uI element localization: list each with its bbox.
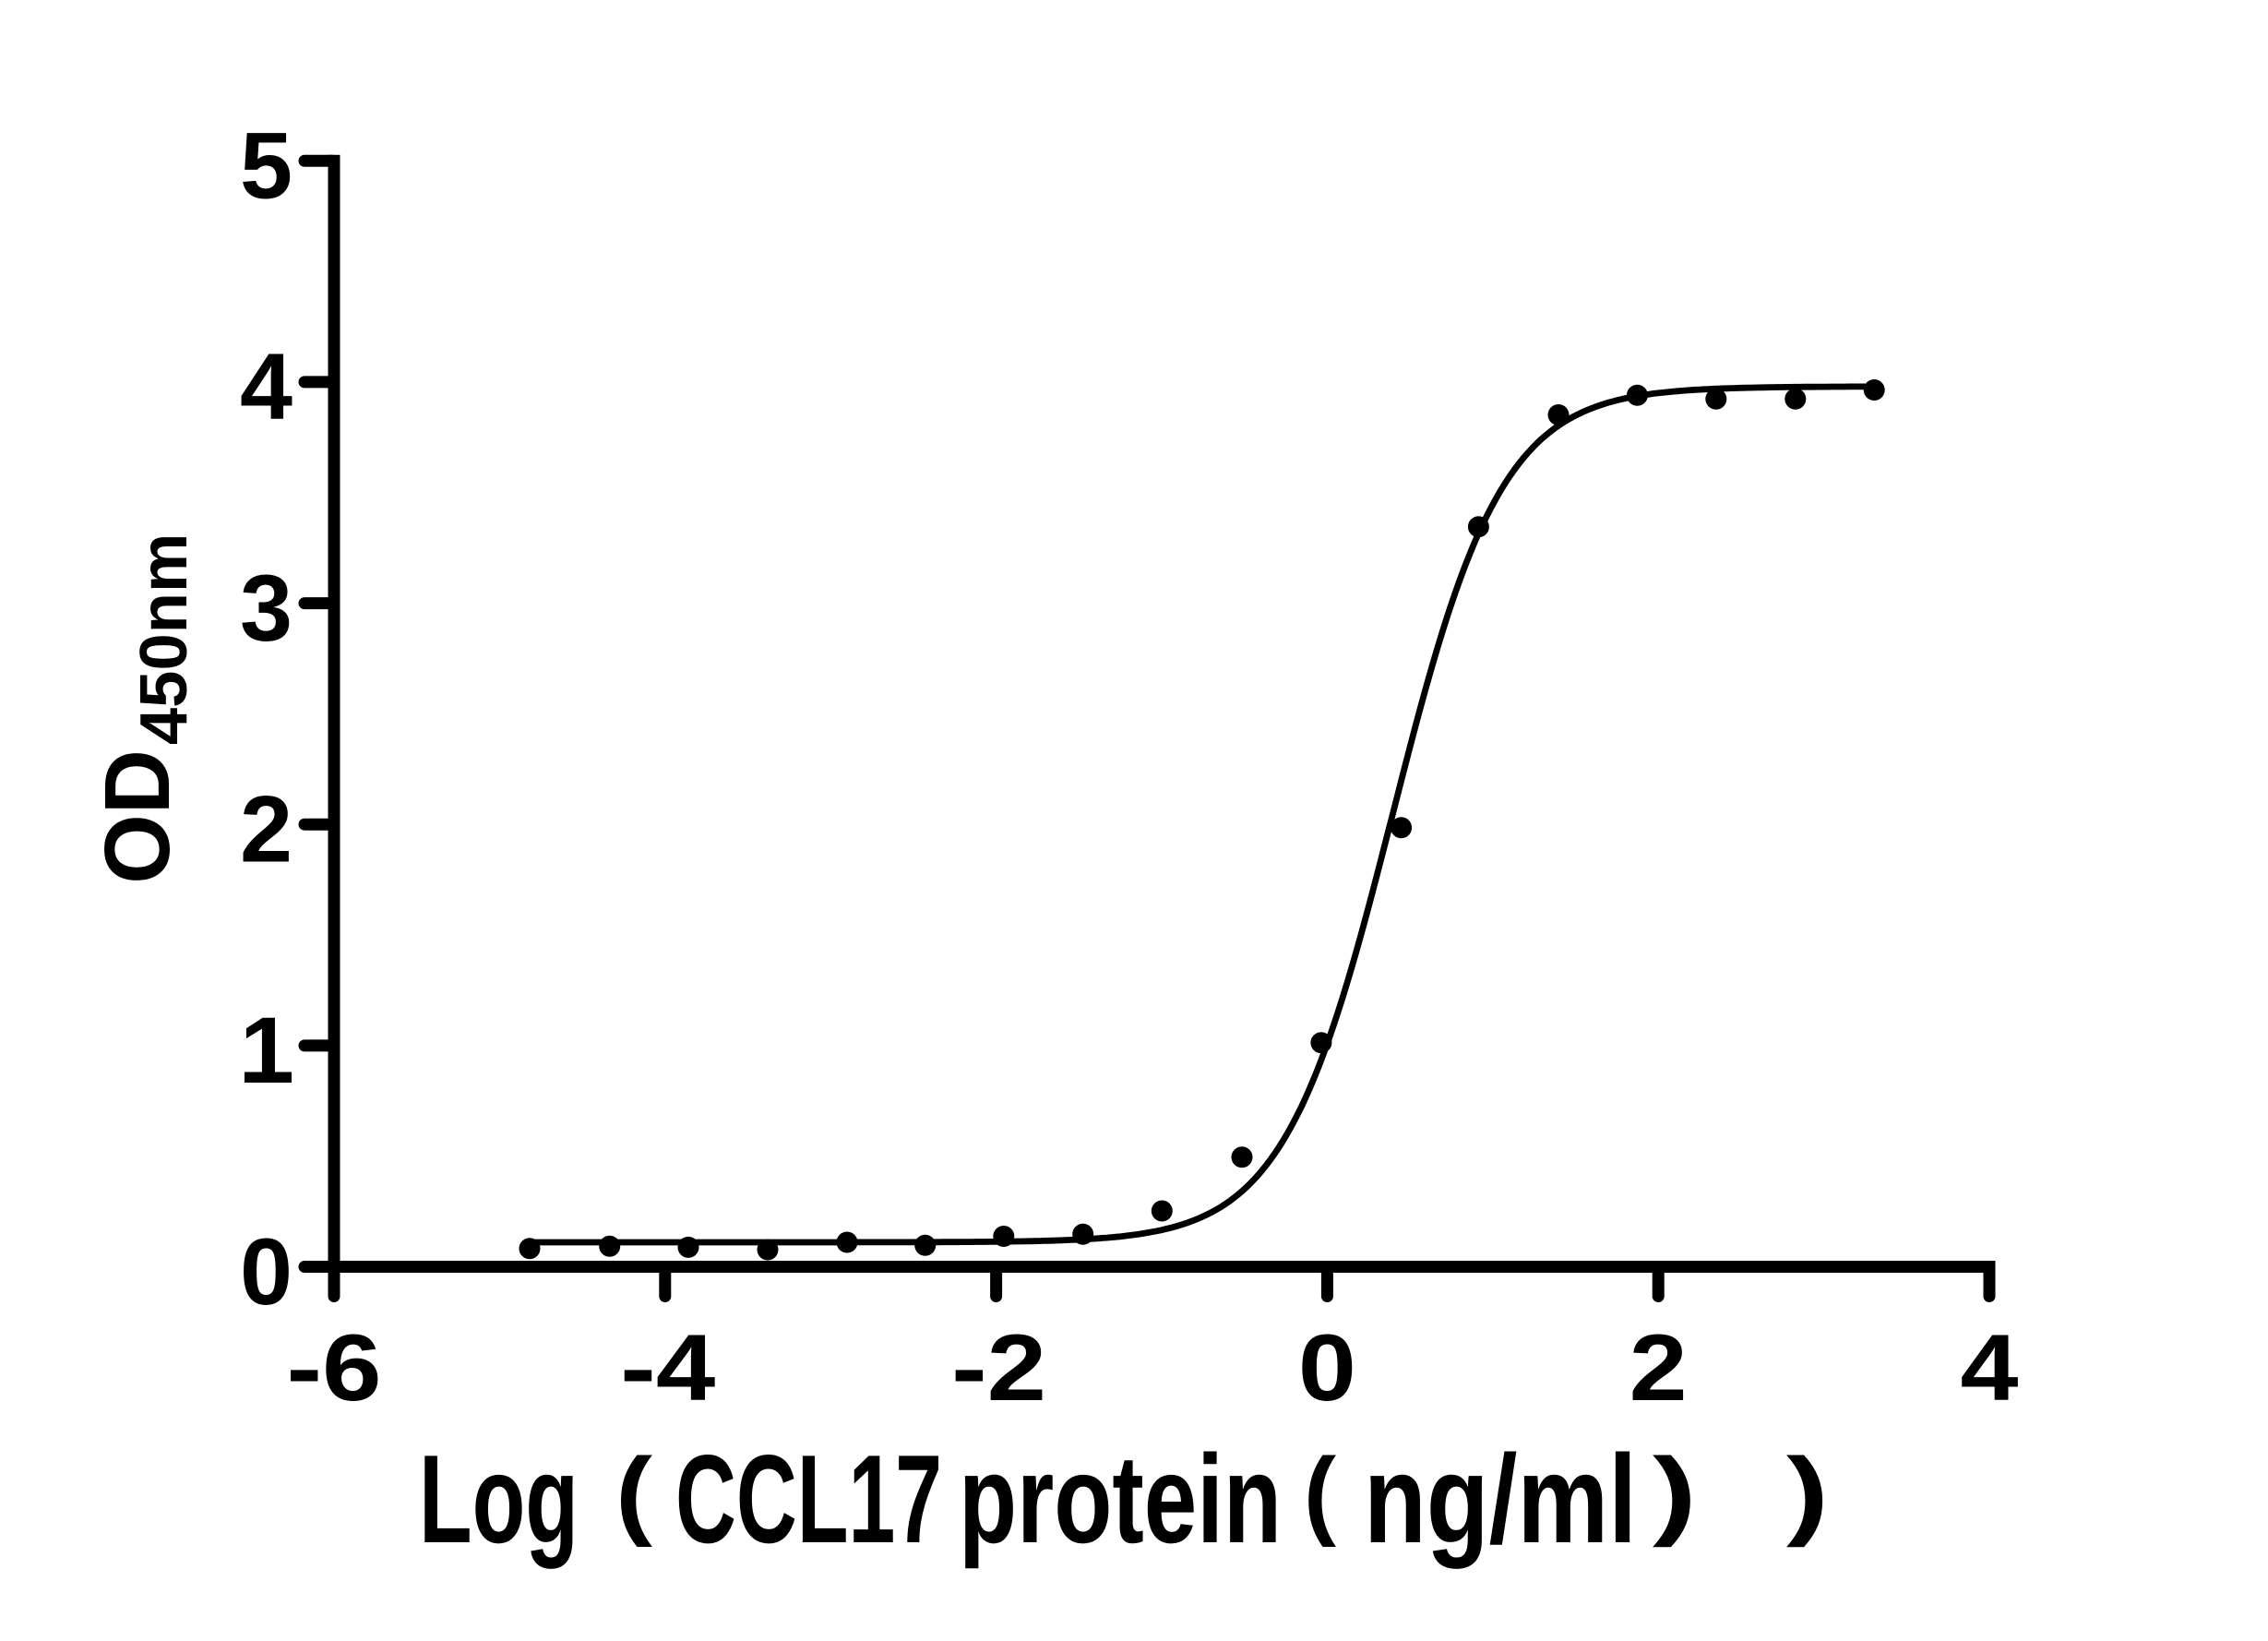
svg-text:-2: -2 (951, 1314, 1046, 1420)
svg-text:): ) (1786, 1437, 1829, 1548)
svg-text:): ) (1653, 1437, 1697, 1548)
svg-text:protein: protein (959, 1429, 1282, 1569)
svg-text:Log: Log (419, 1429, 579, 1569)
svg-text:-4: -4 (620, 1314, 715, 1420)
svg-text:450nm: 450nm (127, 533, 201, 746)
svg-text:2: 2 (1629, 1314, 1688, 1420)
svg-text:2: 2 (240, 776, 292, 882)
svg-text:3: 3 (240, 555, 292, 661)
svg-text:CCL17: CCL17 (675, 1429, 942, 1569)
svg-text:0: 0 (1298, 1314, 1356, 1420)
svg-text:4: 4 (240, 333, 292, 439)
svg-text:1: 1 (240, 997, 292, 1103)
svg-text:ng/ml: ng/ml (1364, 1429, 1637, 1569)
svg-text:-6: -6 (287, 1314, 382, 1420)
svg-text:(: ( (615, 1437, 652, 1548)
svg-text:0: 0 (240, 1218, 292, 1324)
svg-text:5: 5 (240, 113, 292, 219)
svg-text:4: 4 (1961, 1314, 2019, 1420)
svg-text:OD: OD (86, 749, 189, 884)
svg-text:(: ( (1304, 1437, 1336, 1548)
